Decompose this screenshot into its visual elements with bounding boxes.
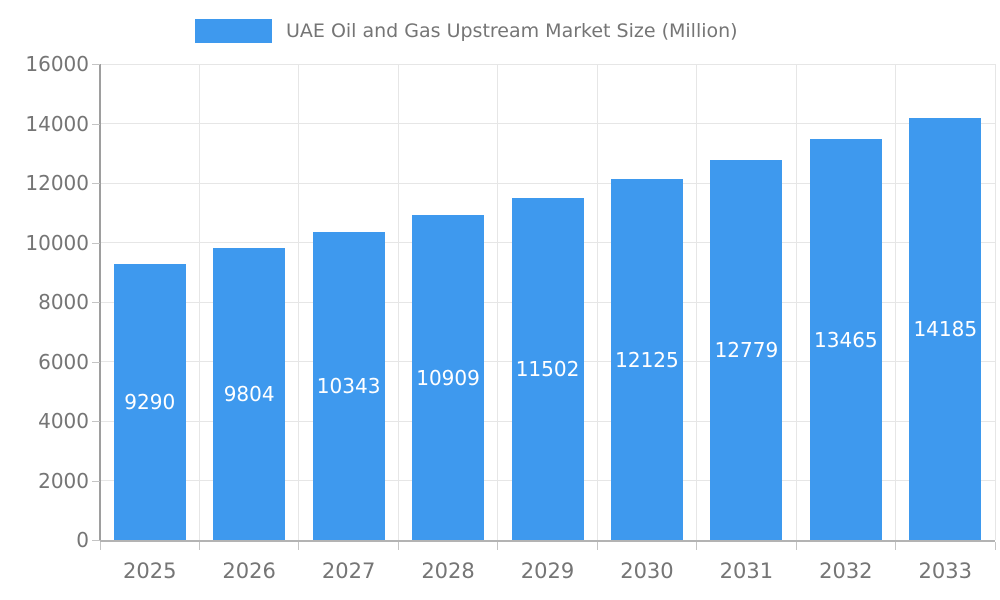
x-axis-tick — [298, 542, 300, 550]
gridline-horizontal — [100, 63, 995, 65]
bar: 12125 — [610, 179, 683, 540]
bar: 10343 — [312, 232, 385, 540]
x-axis-label: 2028 — [421, 559, 475, 583]
bar: 13465 — [809, 139, 882, 540]
bar-value-label: 10909 — [416, 365, 480, 390]
y-axis-tick — [92, 361, 100, 363]
x-axis-tick — [596, 542, 598, 550]
y-axis-label: 0 — [76, 528, 89, 552]
gridline-vertical — [795, 64, 797, 540]
bar-value-label: 12779 — [714, 337, 779, 362]
plot-area: 9290 9804 10343 10909 11502 12125 12779 13465 14… — [100, 63, 996, 540]
gridline-horizontal — [100, 123, 995, 124]
gridline-vertical — [497, 64, 499, 540]
x-axis-tick — [895, 542, 897, 550]
y-axis-tick — [92, 480, 100, 482]
x-axis-label: 2031 — [719, 559, 774, 583]
y-axis-label: 6000 — [38, 349, 89, 374]
bar-value-label: 13465 — [814, 327, 878, 352]
x-axis-label: 2030 — [620, 559, 674, 583]
gridline-horizontal — [100, 182, 995, 184]
x-axis-label: 2033 — [918, 559, 972, 583]
bar-value-label: 12125 — [615, 347, 679, 372]
y-axis-tick — [92, 540, 100, 541]
bar: 10909 — [412, 215, 485, 540]
bar: 11502 — [511, 197, 584, 540]
x-axis-line — [100, 540, 995, 542]
y-axis-label: 10000 — [25, 230, 89, 255]
x-axis-tick — [696, 542, 698, 550]
x-axis-tick — [994, 542, 996, 550]
y-axis-tick — [92, 242, 100, 244]
gridline-vertical — [198, 64, 200, 540]
legend-swatch — [195, 19, 272, 43]
y-axis-label: 16000 — [25, 52, 89, 76]
bar-value-label: 14185 — [913, 317, 978, 341]
bar: 12779 — [710, 159, 783, 540]
y-axis-label: 12000 — [25, 171, 89, 195]
bar-value-label: 11502 — [515, 356, 580, 381]
y-axis-tick — [92, 421, 100, 422]
y-axis-tick — [92, 183, 100, 184]
x-axis-label: 2026 — [222, 559, 276, 583]
y-axis-tick — [92, 123, 100, 125]
bar: 9804 — [213, 248, 286, 540]
x-axis-label: 2029 — [520, 559, 575, 583]
x-axis-tick — [795, 542, 797, 550]
bar: 14185 — [909, 118, 982, 540]
bar: 9290 — [113, 263, 186, 540]
bar-value-label: 9804 — [223, 382, 275, 407]
gridline-vertical — [596, 64, 598, 540]
x-axis-label: 2032 — [819, 559, 873, 583]
y-axis-label: 14000 — [25, 111, 89, 136]
gridline-vertical — [298, 64, 300, 540]
y-axis-line — [99, 64, 101, 540]
y-axis-label: 4000 — [38, 409, 89, 433]
x-axis-tick — [198, 542, 200, 550]
y-axis-label: 8000 — [38, 290, 89, 314]
x-axis-tick — [497, 542, 499, 550]
y-axis-tick — [92, 64, 100, 65]
x-axis-label: 2025 — [122, 559, 177, 583]
x-axis-tick — [397, 542, 399, 550]
gridline-vertical — [397, 64, 399, 540]
y-axis-tick — [92, 302, 100, 303]
x-axis-tick — [99, 542, 101, 550]
bar-value-label: 9290 — [124, 389, 176, 414]
gridline-vertical — [696, 64, 698, 540]
y-axis-label: 2000 — [38, 468, 89, 493]
bar-value-label: 10343 — [316, 374, 381, 399]
gridline-vertical — [895, 64, 897, 540]
legend-label: UAE Oil and Gas Upstream Market Size (Mi… — [286, 20, 738, 42]
gridline-vertical — [994, 64, 996, 540]
x-axis-label: 2027 — [321, 559, 376, 583]
legend[interactable]: UAE Oil and Gas Upstream Market Size (Mi… — [195, 19, 738, 43]
